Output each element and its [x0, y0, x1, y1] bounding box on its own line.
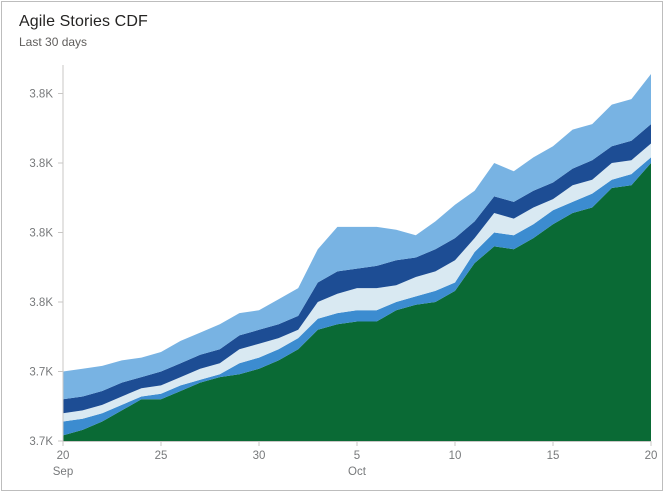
x-axis-label: 20 — [645, 450, 658, 462]
y-axis-label: 3.8K — [29, 297, 53, 309]
area-medium-blue — [63, 157, 651, 436]
x-axis-label: 10 — [449, 450, 462, 462]
chart-title: Agile Stories CDF — [19, 13, 148, 30]
y-axis-label: 3.8K — [29, 228, 53, 240]
visual-card: Agile Stories CDF Last 30 days 3.7K 3.7K 3… — [1, 1, 663, 491]
chart-subtitle: Last 30 days — [19, 35, 88, 49]
chart-canvas[interactable]: 3.7K 3.7K 3.8K 3.8K 3.8K 3.8K 20 Sep 25 30 5 Oct 10 1… — [2, 2, 662, 490]
y-axis-label: 3.7K — [29, 436, 53, 448]
x-axis-label: 30 — [253, 450, 266, 462]
x-axis-label: 15 — [547, 450, 560, 462]
y-axis-label: 3.8K — [29, 158, 53, 170]
area-navy-blue — [63, 124, 651, 414]
area-dark-green — [63, 163, 651, 441]
y-axis-label: 3.7K — [29, 367, 53, 379]
y-axis-label: 3.8K — [29, 89, 53, 101]
x-axis-label: 25 — [155, 450, 168, 462]
x-axis-month-label: Oct — [348, 466, 367, 478]
x-axis-label: 20 — [57, 450, 70, 462]
x-axis-label: 5 — [354, 450, 360, 462]
area-sky-blue — [63, 74, 651, 400]
x-axis-month-label: Sep — [53, 466, 73, 478]
